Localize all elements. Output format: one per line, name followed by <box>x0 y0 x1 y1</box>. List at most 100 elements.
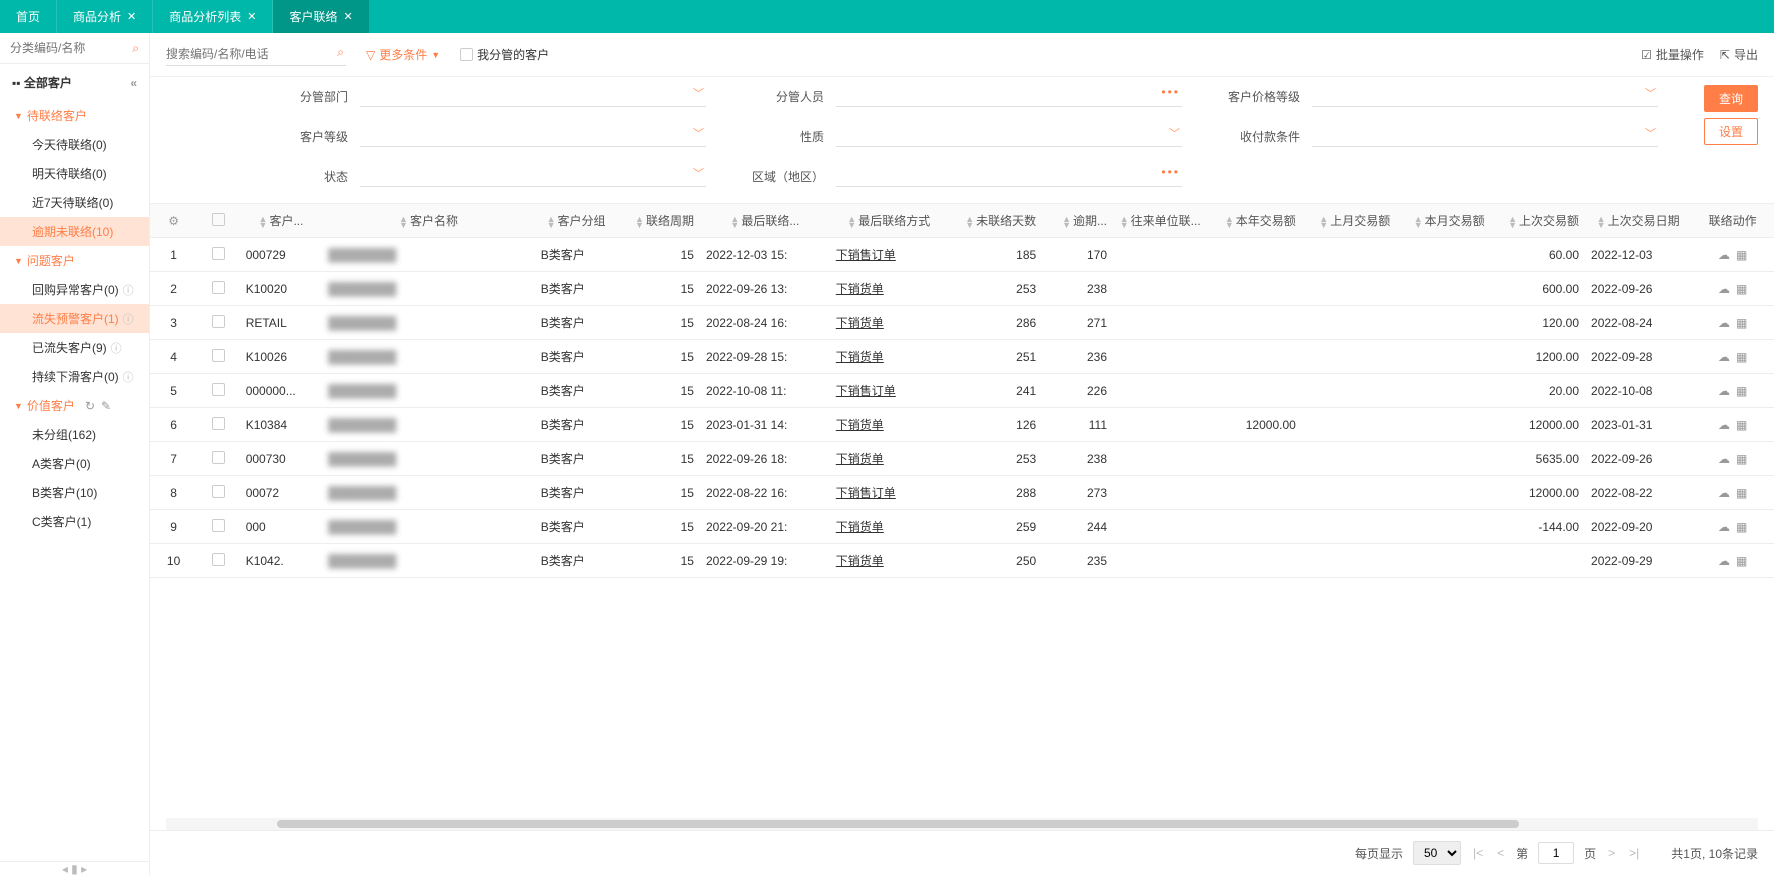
column-header[interactable]: ▲▼客户... <box>240 204 323 238</box>
row-check[interactable] <box>197 544 239 578</box>
contact-way-link[interactable]: 下销货单 <box>836 282 884 296</box>
table-row[interactable]: 5000000...████████B类客户152022-10-08 11:下销… <box>150 374 1774 408</box>
all-customers[interactable]: ▪▪ 全部客户 <box>12 74 72 91</box>
column-header[interactable]: ▲▼往来单位联... <box>1113 204 1207 238</box>
edit-icon[interactable]: ✎ <box>101 399 111 413</box>
column-header[interactable]: ▲▼客户名称 <box>322 204 534 238</box>
filter-field[interactable]: ••• <box>836 85 1182 107</box>
chat-icon[interactable]: ☁ <box>1718 418 1730 432</box>
row-check[interactable] <box>197 408 239 442</box>
tree-group[interactable]: ▼待联络客户 <box>0 101 149 130</box>
tree-item[interactable]: 近7天待联络(0) <box>0 188 149 217</box>
checkbox-icon[interactable] <box>212 417 225 430</box>
column-header[interactable]: ▲▼上次交易额 <box>1491 204 1585 238</box>
tree-item[interactable]: B类客户(10) <box>0 478 149 507</box>
tree-group[interactable]: ▼价值客户↻✎ <box>0 391 149 420</box>
batch-action[interactable]: ☑ 批量操作 <box>1641 46 1704 63</box>
column-header[interactable]: ▲▼上月交易额 <box>1302 204 1396 238</box>
tree-item[interactable]: 今天待联络(0) <box>0 130 149 159</box>
tree-item[interactable]: 回购异常客户(0)ⓘ <box>0 275 149 304</box>
tree-item[interactable]: 逾期未联络(10) <box>0 217 149 246</box>
row-check[interactable] <box>197 442 239 476</box>
search-icon[interactable]: ⌕ <box>337 45 344 60</box>
tree-item[interactable]: 流失预警客户(1)ⓘ <box>0 304 149 333</box>
filter-field[interactable]: ﹀ <box>360 165 706 187</box>
filter-field[interactable]: ••• <box>836 165 1182 187</box>
sidebar-search-input[interactable] <box>10 41 139 55</box>
scrollbar-thumb[interactable] <box>277 820 1519 828</box>
collapse-icon[interactable]: « <box>130 76 137 90</box>
contact-way-link[interactable]: 下销货单 <box>836 554 884 568</box>
tree-item[interactable]: 已流失客户(9)ⓘ <box>0 333 149 362</box>
checkbox-icon[interactable] <box>212 247 225 260</box>
row-check[interactable] <box>197 306 239 340</box>
tree-item[interactable]: 未分组(162) <box>0 420 149 449</box>
settings-button[interactable]: 设置 <box>1704 118 1758 145</box>
chat-icon[interactable]: ☁ <box>1718 452 1730 466</box>
column-header[interactable]: ▲▼最后联络方式 <box>830 204 948 238</box>
table-row[interactable]: 3RETAIL████████B类客户152022-08-24 16:下销货单2… <box>150 306 1774 340</box>
top-tab[interactable]: 商品分析列表✕ <box>153 0 273 33</box>
chat-icon[interactable]: ☁ <box>1718 248 1730 262</box>
contact-way-link[interactable]: 下销货单 <box>836 350 884 364</box>
main-search-input[interactable] <box>166 43 346 66</box>
page-number-input[interactable] <box>1538 842 1574 864</box>
next-page-icon[interactable]: > <box>1606 846 1617 860</box>
first-page-icon[interactable]: |< <box>1471 846 1485 860</box>
tree-group[interactable]: ▼问题客户 <box>0 246 149 275</box>
help-icon[interactable]: ⓘ <box>123 369 134 385</box>
tree-item[interactable]: 明天待联络(0) <box>0 159 149 188</box>
table-row[interactable]: 1000729████████B类客户152022-12-03 15:下销售订单… <box>150 238 1774 272</box>
grid-icon[interactable]: ▦ <box>1736 520 1747 534</box>
chat-icon[interactable]: ☁ <box>1718 384 1730 398</box>
close-icon[interactable]: ✕ <box>344 10 353 23</box>
tree-item[interactable]: C类客户(1) <box>0 507 149 536</box>
gear-icon[interactable]: ⚙ <box>168 214 179 228</box>
search-icon[interactable]: ⌕ <box>132 41 139 56</box>
contact-way-link[interactable]: 下销售订单 <box>836 486 896 500</box>
checkbox-icon[interactable] <box>212 519 225 532</box>
grid-icon[interactable]: ▦ <box>1736 384 1747 398</box>
grid-icon[interactable]: ▦ <box>1736 282 1747 296</box>
contact-way-link[interactable]: 下销货单 <box>836 452 884 466</box>
column-header[interactable]: ▲▼逾期... <box>1042 204 1113 238</box>
more-dots-icon[interactable]: ••• <box>1161 85 1180 99</box>
row-check[interactable] <box>197 374 239 408</box>
grid-icon[interactable]: ▦ <box>1736 452 1747 466</box>
contact-way-link[interactable]: 下销货单 <box>836 520 884 534</box>
chevron-down-icon[interactable]: ﹀ <box>693 165 704 181</box>
table-row[interactable]: 800072████████B类客户152022-08-22 16:下销售订单2… <box>150 476 1774 510</box>
table-row[interactable]: 10K1042.████████B类客户152022-09-29 19:下销货单… <box>150 544 1774 578</box>
chat-icon[interactable]: ☁ <box>1718 554 1730 568</box>
refresh-icon[interactable]: ↻ <box>85 399 95 413</box>
per-page-select[interactable]: 50 <box>1413 841 1461 865</box>
contact-way-link[interactable]: 下销售订单 <box>836 248 896 262</box>
chat-icon[interactable]: ☁ <box>1718 282 1730 296</box>
row-check[interactable] <box>197 476 239 510</box>
chevron-down-icon[interactable]: ﹀ <box>693 85 704 101</box>
table-row[interactable]: 4K10026████████B类客户152022-09-28 15:下销货单2… <box>150 340 1774 374</box>
chevron-down-icon[interactable]: ﹀ <box>1645 85 1656 101</box>
column-header[interactable]: ▲▼最后联络... <box>700 204 830 238</box>
chevron-down-icon[interactable]: ﹀ <box>1169 125 1180 141</box>
filter-field[interactable]: ﹀ <box>1312 125 1658 147</box>
filter-field[interactable]: ﹀ <box>836 125 1182 147</box>
horizontal-scrollbar[interactable] <box>166 818 1758 830</box>
table-row[interactable]: 2K10020████████B类客户152022-09-26 13:下销货单2… <box>150 272 1774 306</box>
checkbox-icon[interactable] <box>212 383 225 396</box>
chat-icon[interactable]: ☁ <box>1718 520 1730 534</box>
sidebar-search[interactable]: ⌕ <box>0 33 149 64</box>
more-conditions[interactable]: ▽ 更多条件 ▼ <box>366 46 440 63</box>
grid-icon[interactable]: ▦ <box>1736 248 1747 262</box>
chat-icon[interactable]: ☁ <box>1718 316 1730 330</box>
chevron-down-icon[interactable]: ﹀ <box>1645 125 1656 141</box>
row-check[interactable] <box>197 510 239 544</box>
tree-item[interactable]: A类客户(0) <box>0 449 149 478</box>
top-tab[interactable]: 商品分析✕ <box>57 0 153 33</box>
column-header[interactable]: ▲▼本年交易额 <box>1207 204 1301 238</box>
contact-way-link[interactable]: 下销货单 <box>836 316 884 330</box>
more-dots-icon[interactable]: ••• <box>1161 165 1180 179</box>
grid-icon[interactable]: ▦ <box>1736 350 1747 364</box>
column-header[interactable]: ▲▼上次交易日期 <box>1585 204 1691 238</box>
grid-icon[interactable]: ▦ <box>1736 554 1747 568</box>
